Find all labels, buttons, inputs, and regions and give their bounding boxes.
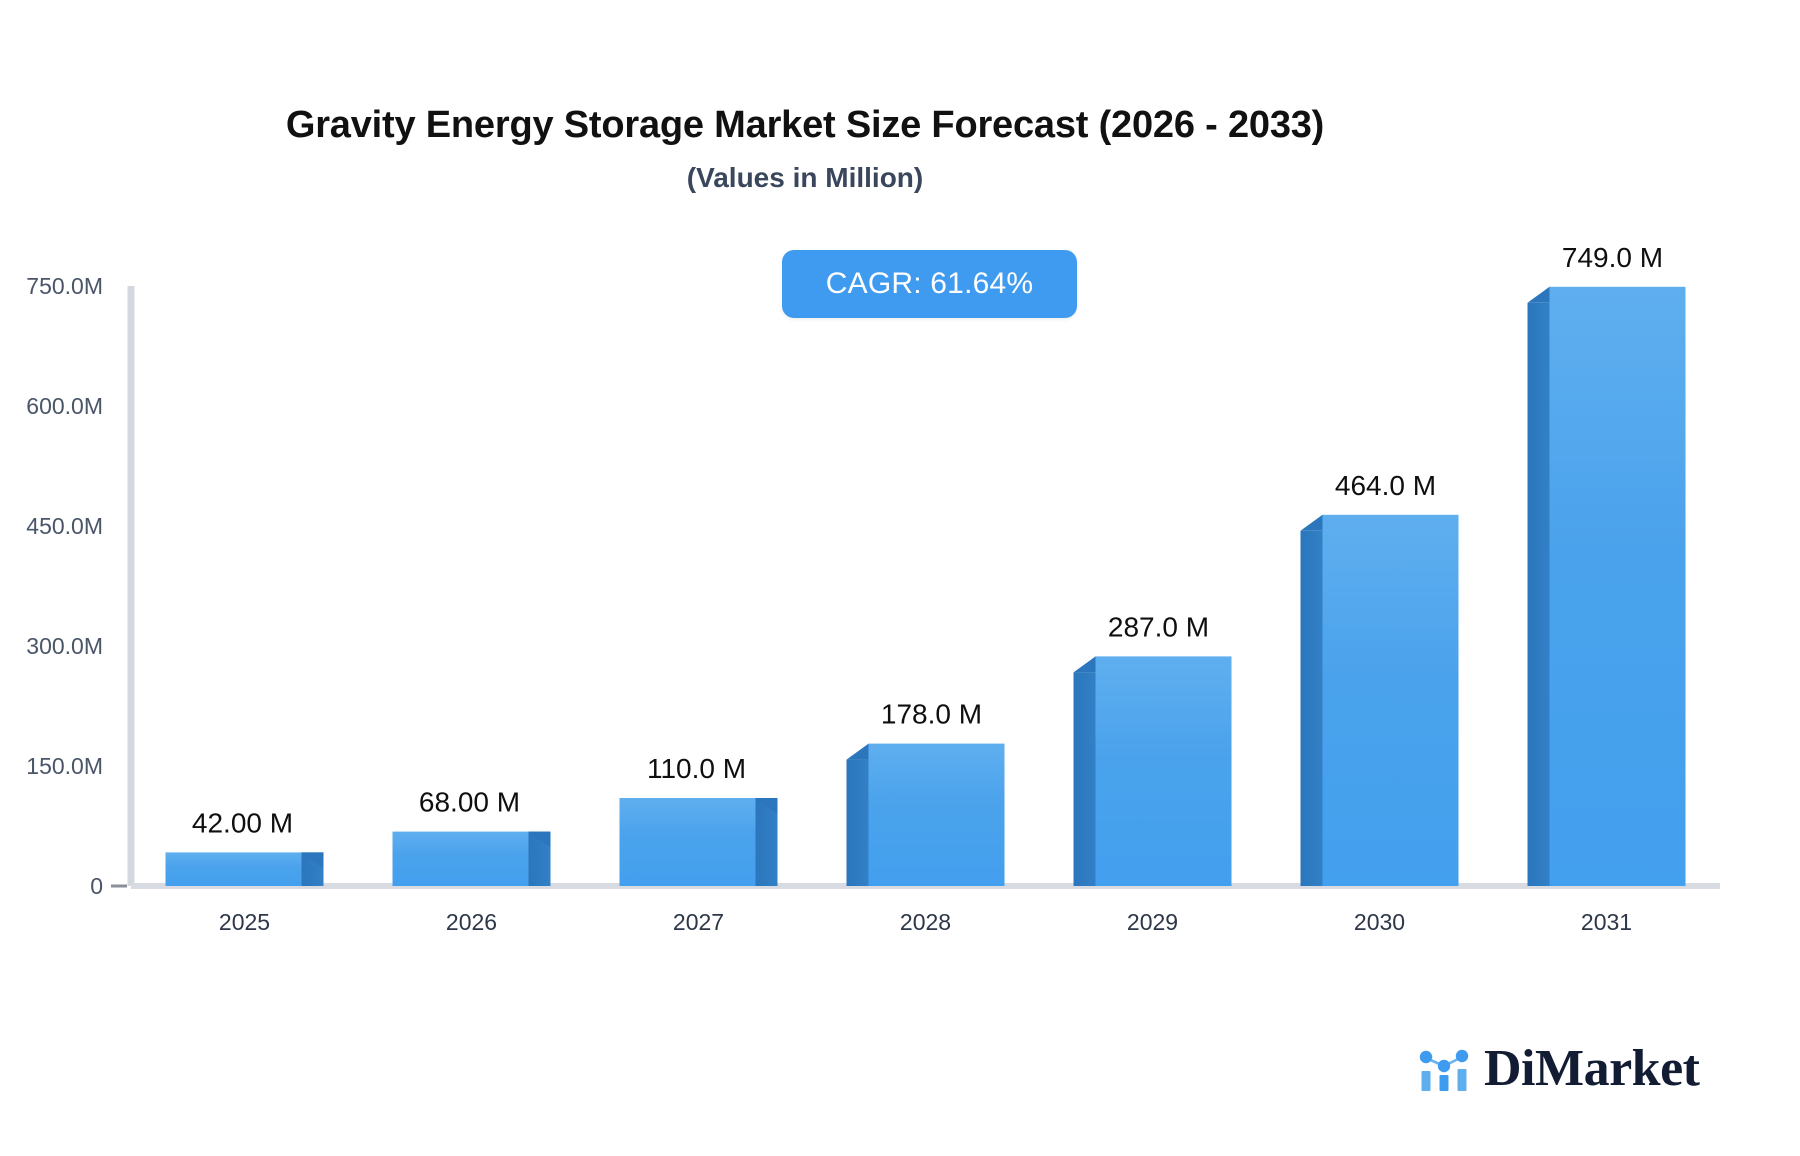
x-tick-label: 2029 bbox=[1127, 909, 1178, 935]
x-tick-label: 2030 bbox=[1354, 909, 1405, 935]
y-tick-label: 450.0M bbox=[26, 513, 103, 539]
bar-2028[interactable] bbox=[846, 743, 1005, 886]
x-tick-label: 2028 bbox=[900, 909, 951, 935]
bar-value-label: 42.00 M bbox=[192, 807, 293, 838]
y-tick-label: 600.0M bbox=[26, 393, 103, 419]
x-axis-ticks: 2025 2026 2027 2028 2029 2030 2031 bbox=[219, 909, 1632, 935]
brand-wordmark: DiMarket bbox=[1484, 1040, 1700, 1097]
bar-value-label: 749.0 M bbox=[1562, 242, 1663, 273]
chart-subtitle: (Values in Million) bbox=[686, 162, 924, 193]
bar-2027[interactable] bbox=[619, 798, 778, 886]
bar-value-label: 110.0 M bbox=[647, 753, 746, 784]
bar-value-label: 287.0 M bbox=[1108, 611, 1209, 642]
bar-value-label: 464.0 M bbox=[1335, 470, 1436, 501]
bar-2026[interactable] bbox=[392, 831, 551, 886]
bar-chart-dots-icon bbox=[1419, 1049, 1469, 1091]
cagr-badge: CAGR: 61.64% bbox=[782, 250, 1077, 318]
x-tick-label: 2031 bbox=[1581, 909, 1632, 935]
bar-value-label: 68.00 M bbox=[419, 787, 520, 818]
bar-2031[interactable] bbox=[1527, 286, 1686, 886]
x-tick-label: 2026 bbox=[446, 909, 497, 935]
page-title: Gravity Energy Storage Market Size Forec… bbox=[285, 104, 1325, 146]
cagr-badge-label: CAGR: 61.64% bbox=[825, 267, 1034, 300]
y-tick-label: 0 bbox=[90, 873, 103, 899]
y-axis-ticks: 0 150.0M 300.0M 450.0M 600.0M 750.0M bbox=[26, 273, 127, 899]
y-tick-label: 150.0M bbox=[26, 753, 103, 779]
x-tick-label: 2025 bbox=[219, 909, 270, 935]
bar-2029[interactable] bbox=[1073, 656, 1232, 886]
brand-logo: DiMarket bbox=[1418, 1038, 1700, 1100]
y-tick-label: 750.0M bbox=[26, 273, 103, 299]
bar-2030[interactable] bbox=[1300, 514, 1459, 886]
bar-value-label: 178.0 M bbox=[881, 699, 982, 730]
x-tick-label: 2027 bbox=[673, 909, 724, 935]
bar-value-labels: 42.00 M 68.00 M 110.0 M 178.0 M 287.0 M 464.0… bbox=[192, 242, 1663, 839]
y-tick-label: 300.0M bbox=[26, 633, 103, 659]
bars-group bbox=[165, 286, 1686, 886]
bar-2025[interactable] bbox=[165, 852, 324, 886]
